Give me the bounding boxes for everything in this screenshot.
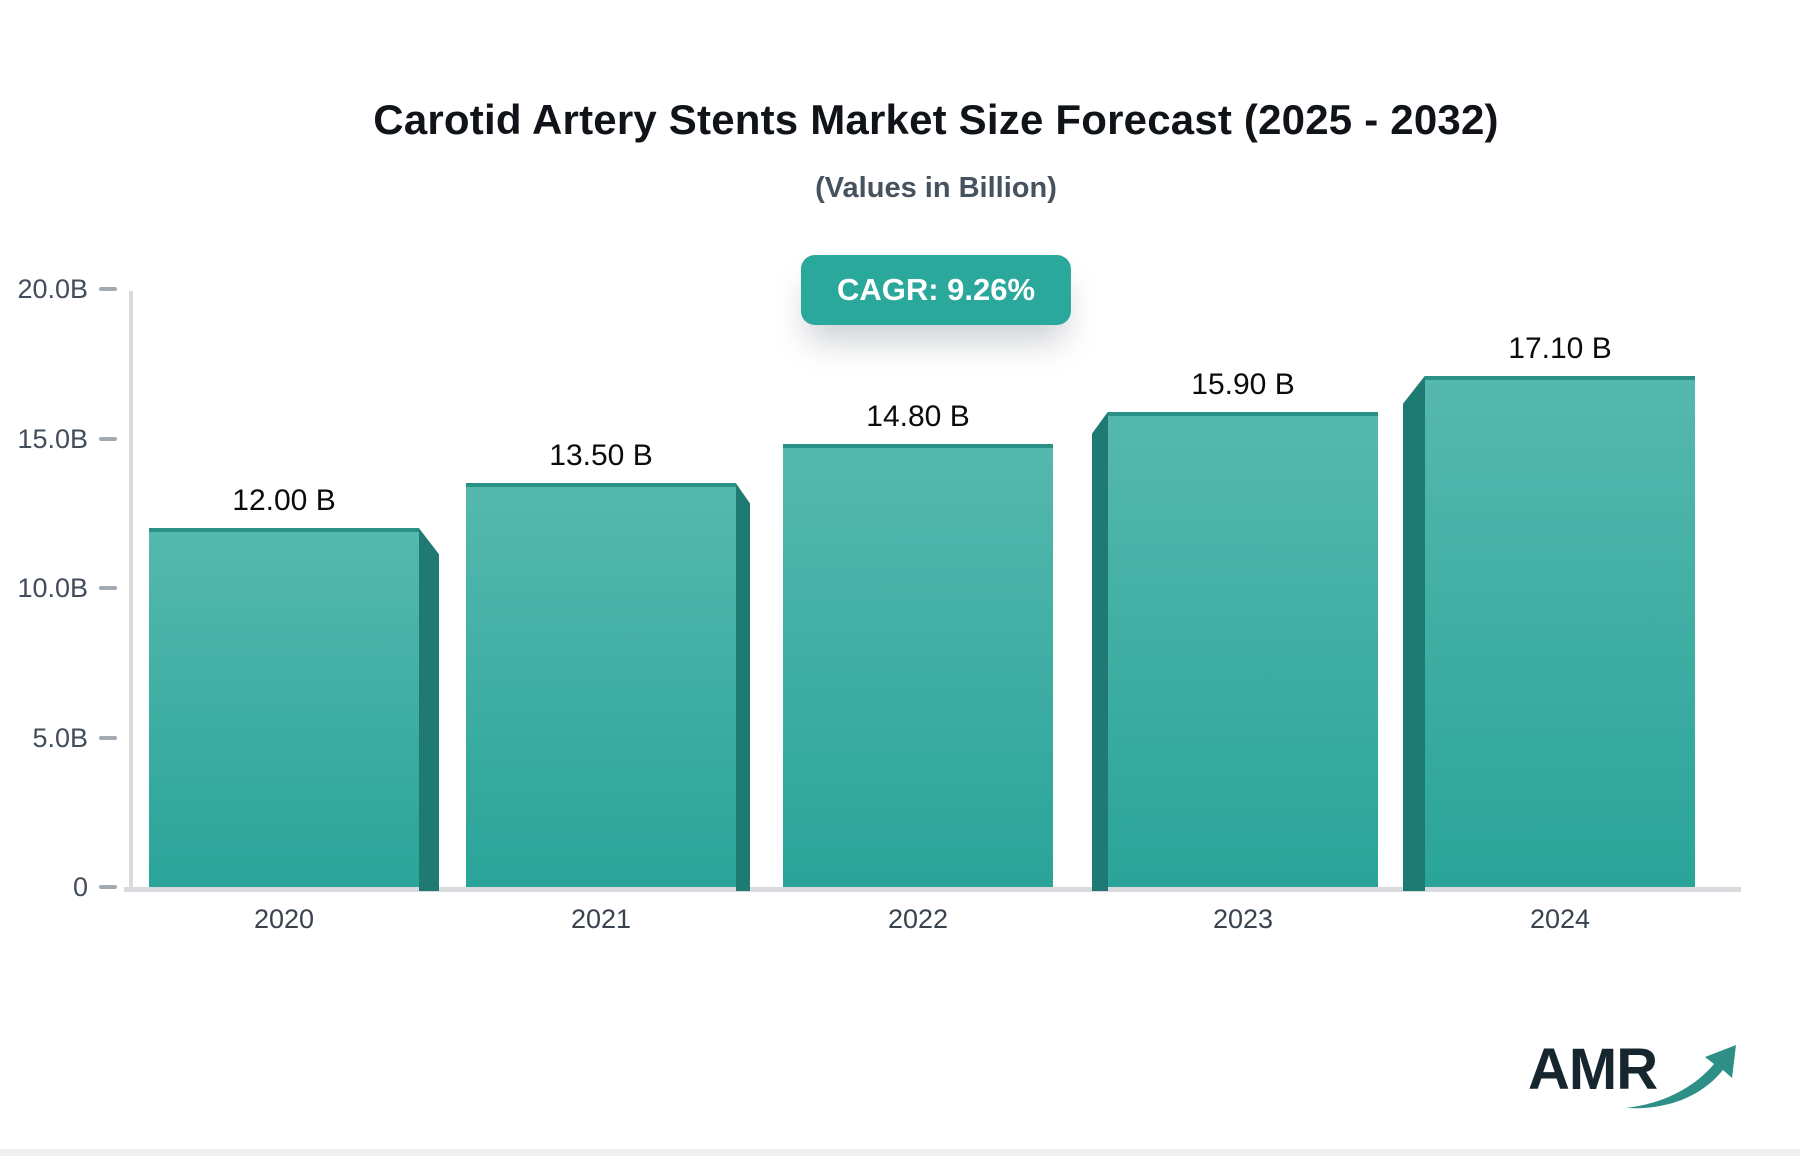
bar-value-label: 15.90 B [1191,367,1295,401]
bar-2024 [1425,375,1695,887]
y-axis-line [129,291,133,892]
y-axis-tick-mark [99,885,117,889]
y-axis-tick-mark [99,436,117,441]
chart-title: Carotid Artery Stents Market Size Foreca… [373,96,1499,143]
x-axis-tick-label: 2023 [1212,904,1274,934]
amr-logo: AMR [1528,1037,1736,1118]
x-axis-tick-label: 2021 [570,904,632,934]
y-axis-tick-label: 15.0B [17,423,88,454]
bar-2023 [1108,411,1378,887]
y-axis-tick-label: 5.0B [32,722,88,753]
bar-2021 [466,483,736,887]
x-axis-tick-label: 2024 [1529,904,1591,934]
x-axis-tick-label: 2022 [887,904,949,934]
x-axis-baseline [124,887,1741,892]
bar-2020 [149,528,419,887]
bar-2022 [783,444,1053,887]
cagr-badge: CAGR: 9.26% [800,255,1072,325]
bar-3d-side-face [1403,375,1425,891]
footer-strip [0,1149,1800,1156]
bar-value-label: 13.50 B [549,439,653,473]
y-axis-tick-mark [99,735,117,740]
x-axis-tick-label: 2020 [253,904,315,934]
bar-value-label: 14.80 B [866,400,970,434]
amr-logo-text: AMR [1528,1037,1658,1102]
y-axis-tick-label: 10.0B [17,573,88,603]
y-axis-tick-label: 20.0B [17,274,88,304]
chart-subtitle: (Values in Billion) [815,172,1057,204]
y-axis-tick-label: 0 [72,872,88,902]
bar-value-label: 12.00 B [232,484,336,518]
y-axis-tick-mark [99,287,117,291]
bar-3d-side-face [419,528,439,891]
y-axis-tick-mark [99,586,117,590]
bar-value-label: 17.10 B [1508,331,1612,365]
amr-logo-arrow-icon [1626,1045,1736,1109]
bar-3d-side-face [1092,411,1108,891]
bar-3d-side-face [736,483,750,891]
